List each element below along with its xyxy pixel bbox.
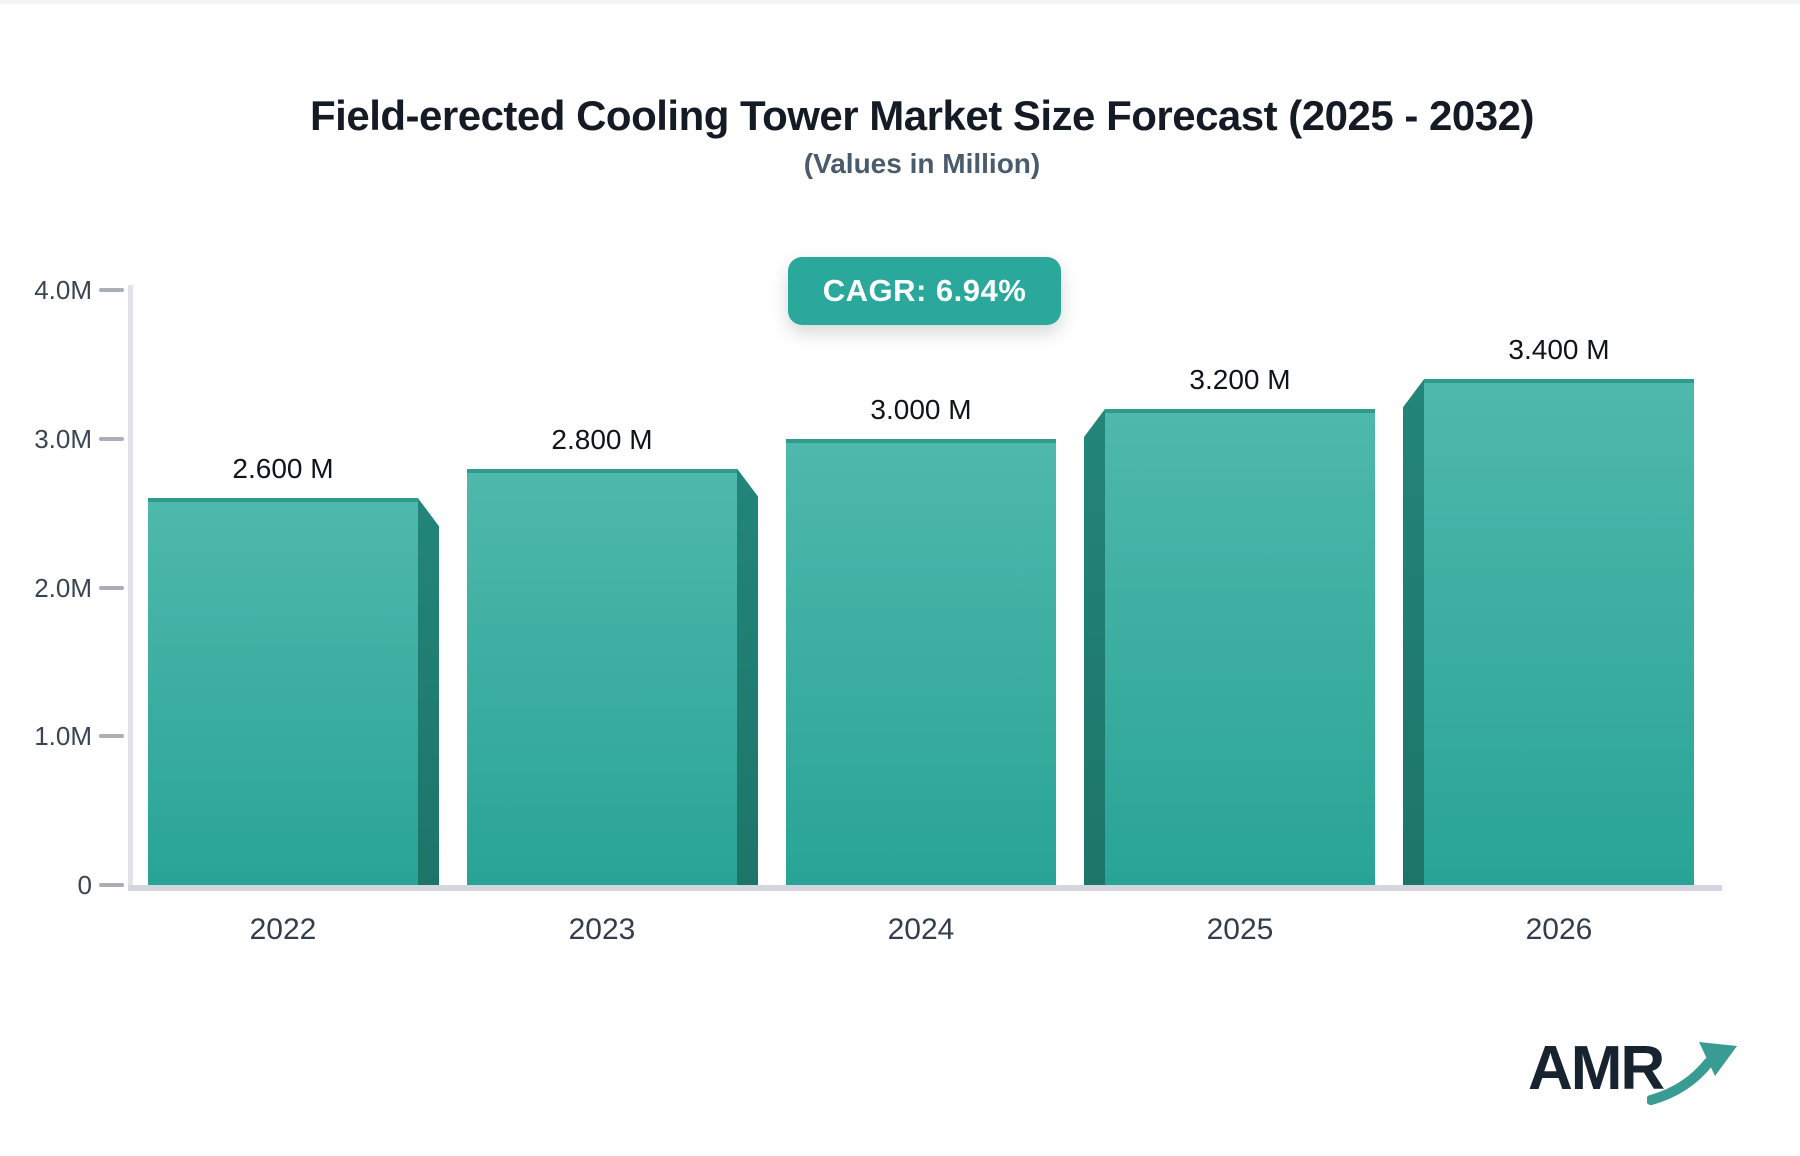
y-axis-tick-label: 3.0M <box>34 423 92 454</box>
bar-side-face <box>1403 379 1424 885</box>
y-axis-tick-label: 1.0M <box>34 721 92 752</box>
amr-logo-text: AMR <box>1528 1034 1665 1103</box>
y-axis-tick-label: 2.0M <box>34 572 92 603</box>
bar-side-face <box>737 468 758 885</box>
amr-logo: AMR <box>1528 1038 1743 1106</box>
chart-title: Field-erected Cooling Tower Market Size … <box>310 92 1534 139</box>
cagr-badge: CAGR: 6.94% <box>788 257 1061 325</box>
y-axis-tick-mark <box>99 883 124 887</box>
y-axis-tick-label: 4.0M <box>34 275 92 305</box>
x-axis-baseline <box>128 885 1722 891</box>
x-axis-tick-label: 2026 <box>1525 913 1593 946</box>
bar-value-label: 3.000 M <box>870 393 972 425</box>
y-axis-tick-label: 0 <box>77 870 92 900</box>
cagr-badge-label: CAGR: 6.94% <box>822 273 1027 308</box>
bar-value-label: 3.200 M <box>1189 364 1291 395</box>
bar-value-label: 2.800 M <box>551 423 653 455</box>
y-axis-line <box>128 285 133 891</box>
y-axis-tick-mark <box>99 436 124 441</box>
bar-2025 <box>1105 409 1375 885</box>
y-axis-tick-mark <box>99 734 124 739</box>
bar-value-label: 3.400 M <box>1508 334 1610 366</box>
chart-subtitle: (Values in Million) <box>803 148 1041 179</box>
bar-2022 <box>148 498 418 885</box>
x-axis-tick-label: 2023 <box>568 913 636 946</box>
bar-side-face <box>1084 409 1105 885</box>
bar-2026 <box>1424 379 1694 885</box>
x-axis-tick-label: 2025 <box>1206 913 1274 946</box>
growth-arrow-icon <box>1647 1042 1738 1105</box>
bar-2024 <box>786 438 1056 885</box>
bar-2023 <box>467 468 737 885</box>
y-axis-tick-mark <box>99 585 124 590</box>
x-axis-tick-label: 2022 <box>249 913 317 946</box>
x-axis-tick-label: 2024 <box>887 913 955 946</box>
bar-value-label: 2.600 M <box>232 453 334 485</box>
bar-side-face <box>418 498 439 885</box>
y-axis-tick-mark <box>99 288 124 292</box>
